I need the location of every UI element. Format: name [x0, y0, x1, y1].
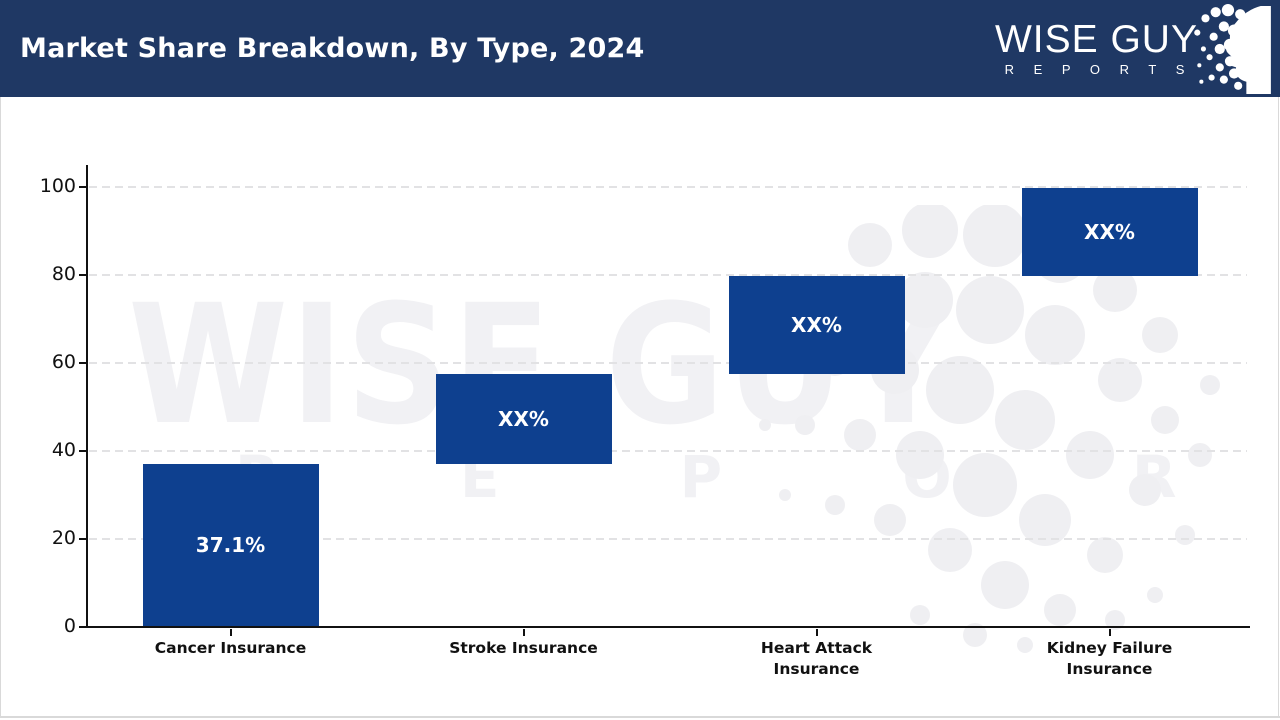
bar-value-label: 37.1%	[195, 533, 266, 558]
y-tick-label: 40	[51, 439, 76, 461]
gridline	[89, 362, 1247, 364]
category-label: Kidney Failure Insurance	[1046, 639, 1173, 678]
x-tick-mark	[815, 629, 818, 636]
y-axis-line	[86, 165, 88, 628]
bar-value-label: XX%	[791, 312, 842, 337]
left-border	[0, 97, 1, 718]
category-label: Stroke Insurance	[449, 639, 598, 657]
y-tick-label: 60	[51, 351, 76, 373]
x-tick-mark	[229, 629, 232, 636]
page-title: Market Share Breakdown, By Type, 2024	[20, 33, 645, 64]
category-label: Heart Attack Insurance	[760, 639, 873, 678]
y-tick-label: 20	[51, 527, 76, 549]
wise-guy-logo: WISE GUY R E P O R T S	[995, 2, 1276, 96]
header: Market Share Breakdown, By Type, 2024 WI…	[0, 0, 1280, 97]
y-tick-label: 0	[63, 615, 76, 637]
x-tick-mark	[1108, 629, 1111, 636]
bar: 37.1%	[142, 463, 319, 627]
x-tick-mark	[522, 629, 525, 636]
bottom-border	[0, 716, 1280, 718]
bar: XX%	[728, 275, 905, 374]
bar-value-label: XX%	[1084, 219, 1135, 244]
gridline	[89, 186, 1247, 188]
logo-text: WISE GUY R E P O R T S	[995, 20, 1198, 77]
x-axis-line	[86, 626, 1250, 628]
y-tick-mark	[79, 362, 88, 364]
y-tick-label: 80	[51, 263, 76, 285]
y-tick-mark	[79, 538, 88, 540]
watermark-head-dots	[744, 205, 1220, 653]
gridline	[89, 450, 1247, 452]
bar-value-label: XX%	[498, 406, 549, 431]
bar: XX%	[435, 373, 612, 464]
gridline	[89, 274, 1247, 276]
logo-head-icon	[1194, 3, 1271, 94]
y-tick-mark	[79, 626, 88, 628]
bar: XX%	[1021, 187, 1198, 276]
right-border	[1278, 97, 1279, 718]
y-tick-mark	[79, 186, 88, 188]
gridline	[89, 538, 1247, 540]
y-tick-mark	[79, 450, 88, 452]
category-label: Cancer Insurance	[154, 639, 307, 657]
logo-subtitle: R E P O R T S	[1004, 62, 1193, 77]
logo-wordmark: WISE GUY	[994, 18, 1198, 61]
y-tick-mark	[79, 274, 88, 276]
y-tick-label: 100	[39, 175, 76, 197]
